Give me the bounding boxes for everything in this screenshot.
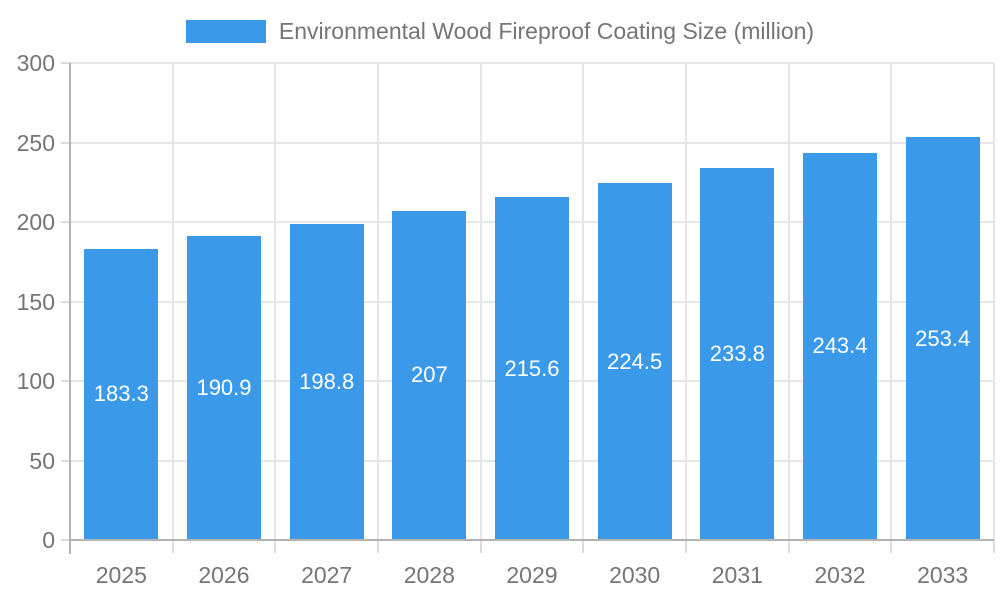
gridline-vertical [993,63,995,540]
gridline-vertical [685,63,687,540]
x-tick-label: 2027 [301,562,353,588]
bar[interactable] [803,152,877,539]
x-axis-tick [274,540,277,553]
x-tick-label: 2031 [711,562,763,588]
bar-value-label: 253.4 [915,325,971,351]
gridline-vertical [582,63,585,540]
x-tick-label: 2029 [506,562,558,588]
gridline-vertical [479,63,482,540]
x-axis-tick [890,540,893,553]
bar[interactable] [905,137,980,539]
gridline-vertical [377,63,379,540]
x-tick-label: 2030 [609,562,661,588]
bar[interactable] [597,183,672,539]
x-tick-label: 2033 [917,562,969,588]
x-axis-line [69,539,994,541]
bar[interactable] [289,223,364,539]
bar-value-label: 243.4 [812,333,868,359]
gridline-vertical [171,63,174,540]
bar[interactable] [700,168,775,539]
bar-value-label: 198.8 [299,368,355,394]
x-axis-tick [787,540,790,553]
x-axis-tick [993,540,995,553]
y-axis-tick [61,221,70,223]
y-axis-tick [61,300,70,303]
y-tick-label: 300 [16,50,55,76]
x-axis-tick [685,540,687,553]
gridline-horizontal [70,62,994,64]
legend-swatch [185,20,266,43]
bar[interactable] [187,236,261,539]
bar[interactable] [84,248,159,539]
y-axis-tick [61,459,70,462]
y-tick-label: 150 [16,288,55,315]
bar-value-label: 233.8 [709,341,765,367]
y-tick-label: 200 [16,209,55,235]
y-tick-label: 50 [29,447,55,474]
bar-value-label: 215.6 [504,355,560,381]
x-tick-label: 2026 [198,562,250,588]
x-axis-tick [377,540,379,553]
y-axis-tick [61,539,70,541]
y-tick-label: 250 [16,129,55,156]
y-tick-label: 0 [42,527,55,553]
legend-label: Environmental Wood Fireproof Coating Siz… [278,18,815,44]
x-tick-label: 2025 [95,562,147,588]
y-tick-label: 100 [16,368,55,394]
y-axis-tick [61,141,70,144]
bar[interactable] [495,197,569,539]
gridline-vertical [787,63,790,540]
y-axis-tick [61,380,70,382]
x-axis-tick [171,540,174,553]
bar[interactable] [392,210,467,539]
bar-value-label: 190.9 [196,375,252,401]
gridline-vertical [274,63,277,540]
bar-value-label: 207 [410,362,448,388]
x-tick-label: 2032 [814,562,866,588]
x-tick-label: 2028 [403,562,455,588]
legend[interactable]: Environmental Wood Fireproof Coating Siz… [0,19,1000,44]
y-axis-line [69,63,71,554]
gridline-horizontal [70,141,994,144]
y-axis-tick [61,62,70,64]
bar-value-label: 224.5 [607,348,663,374]
bar-value-label: 183.3 [93,381,149,407]
x-axis-tick [479,540,482,553]
x-axis-tick [582,540,585,553]
gridline-vertical [890,63,893,540]
